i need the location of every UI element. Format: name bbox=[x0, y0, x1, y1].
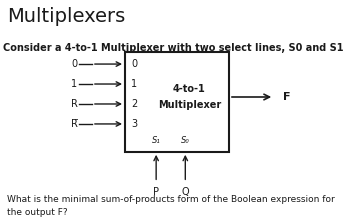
Text: R: R bbox=[71, 99, 78, 109]
Text: Multiplexers: Multiplexers bbox=[7, 7, 125, 26]
Text: R̅: R̅ bbox=[71, 119, 78, 129]
Text: 1: 1 bbox=[71, 79, 77, 89]
Text: 3: 3 bbox=[131, 119, 137, 129]
Text: Consider a 4-to-1 Multiplexer with two select lines, S0 and S1: Consider a 4-to-1 Multiplexer with two s… bbox=[3, 43, 344, 53]
Text: Multiplexer: Multiplexer bbox=[158, 100, 221, 110]
Text: 2: 2 bbox=[131, 99, 137, 109]
Text: 0: 0 bbox=[131, 59, 137, 69]
Text: S₀: S₀ bbox=[181, 136, 190, 145]
Text: What is the minimal sum-of-products form of the Boolean expression for: What is the minimal sum-of-products form… bbox=[7, 195, 335, 204]
Text: 1: 1 bbox=[131, 79, 137, 89]
Text: the output F?: the output F? bbox=[7, 208, 68, 217]
Bar bbox=[125, 52, 229, 152]
Text: F: F bbox=[283, 92, 290, 102]
Text: 0: 0 bbox=[71, 59, 77, 69]
Text: S₁: S₁ bbox=[152, 136, 161, 145]
Text: 4-to-1: 4-to-1 bbox=[173, 84, 206, 94]
Text: P: P bbox=[153, 187, 159, 197]
Text: Q: Q bbox=[181, 187, 189, 197]
